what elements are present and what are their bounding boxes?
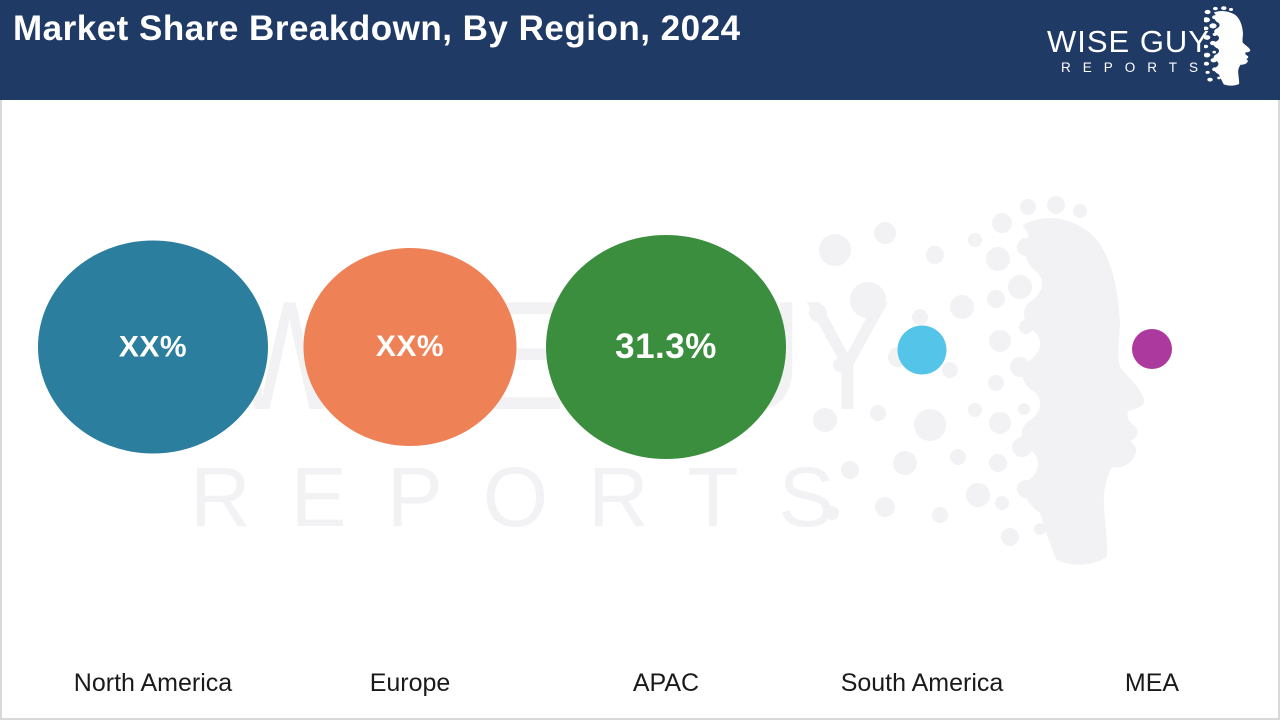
page-title: Market Share Breakdown, By Region, 2024 xyxy=(13,9,741,48)
brand-subname: REPORTS xyxy=(1060,60,1210,75)
watermark-head-icon xyxy=(809,196,1145,565)
bubble-south-america xyxy=(897,325,947,375)
bubble-north-america: XX% xyxy=(38,240,268,454)
category-label-europe: Europe xyxy=(369,669,451,697)
bubble-value-label: XX% xyxy=(118,330,188,363)
bubble-europe: XX% xyxy=(303,248,517,446)
brand-wordmark: WISE GUY REPORTS xyxy=(1047,26,1210,75)
bubble-value-label: 31.3% xyxy=(615,327,717,366)
brand-logo: WISE GUY REPORTS xyxy=(1047,0,1264,100)
category-label-apac: APAC xyxy=(632,669,700,697)
brand-name: WISE GUY xyxy=(1046,24,1210,59)
category-label-north-america: North America xyxy=(73,669,233,697)
bubble-value-label: XX% xyxy=(375,330,445,363)
header: Market Share Breakdown, By Region, 2024 … xyxy=(0,0,1280,100)
bubble-mea xyxy=(1132,329,1172,369)
category-label-south-america: South America xyxy=(840,669,1004,697)
category-label-mea: MEA xyxy=(1124,669,1180,697)
bubble-apac: 31.3% xyxy=(546,235,786,459)
watermark-subtext: REPORTS xyxy=(190,450,875,544)
brand-head-icon xyxy=(1204,6,1251,86)
